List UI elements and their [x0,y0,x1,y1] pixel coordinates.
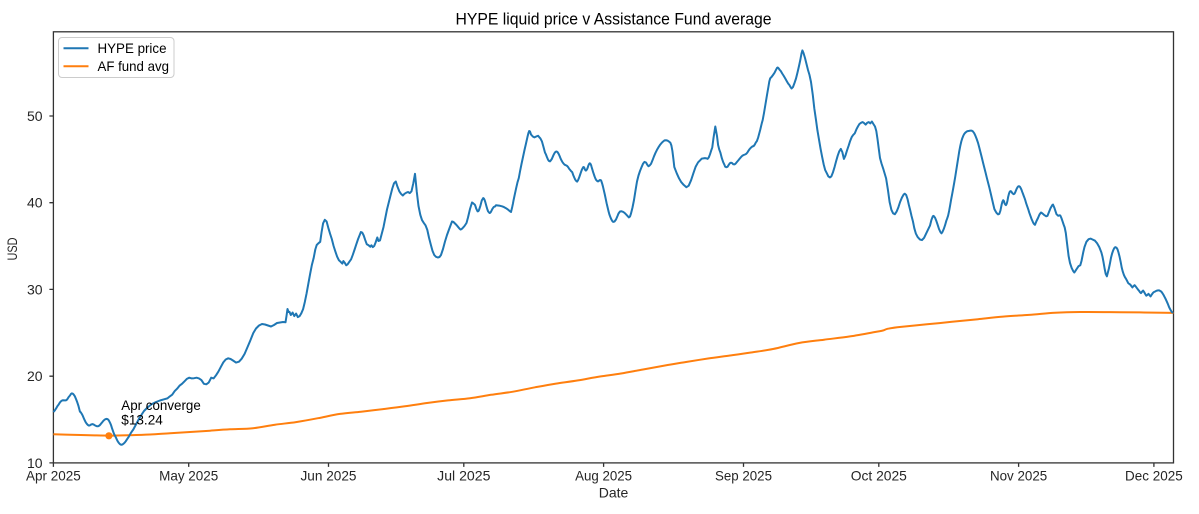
svg-text:USD: USD [5,237,20,260]
svg-text:40: 40 [27,195,43,211]
svg-text:50: 50 [27,108,43,124]
svg-text:Apr 2025: Apr 2025 [26,468,81,484]
svg-text:Oct 2025: Oct 2025 [851,468,907,484]
svg-text:30: 30 [27,281,43,297]
svg-text:20: 20 [27,368,43,384]
svg-text:HYPE liquid price v Assistance: HYPE liquid price v Assistance Fund aver… [456,11,772,29]
svg-text:10: 10 [27,455,43,471]
svg-text:HYPE price: HYPE price [98,40,167,56]
svg-text:AF fund avg: AF fund avg [98,58,170,74]
svg-text:Sep 2025: Sep 2025 [715,468,772,484]
svg-text:Date: Date [599,485,629,501]
svg-text:Dec 2025: Dec 2025 [1125,468,1183,484]
svg-text:Jul 2025: Jul 2025 [437,468,491,484]
svg-text:Jun 2025: Jun 2025 [301,468,357,484]
svg-text:Apr converge: Apr converge [121,397,201,413]
svg-text:$13.24: $13.24 [121,411,163,427]
svg-text:Nov 2025: Nov 2025 [990,468,1047,484]
svg-text:Aug 2025: Aug 2025 [575,468,632,484]
svg-text:May 2025: May 2025 [159,468,218,484]
